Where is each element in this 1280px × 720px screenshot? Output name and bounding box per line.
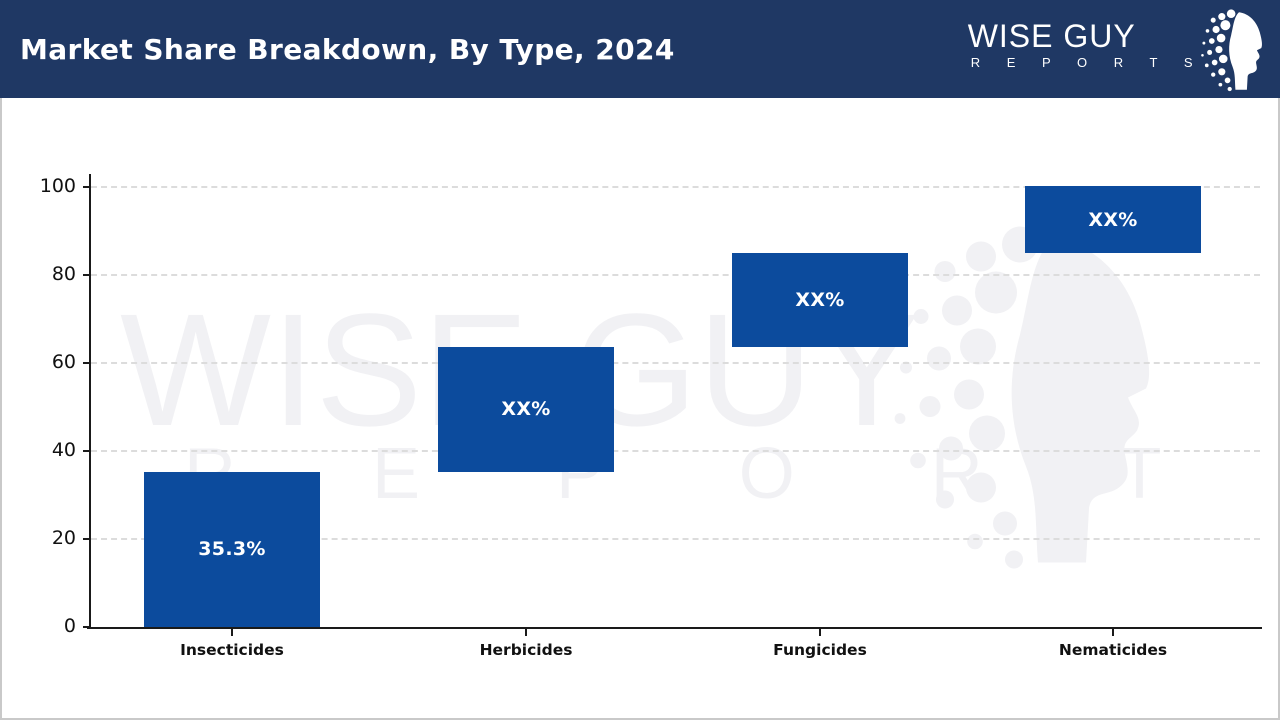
x-axis-line	[87, 627, 1262, 629]
category-label-herbicides: Herbicides	[479, 641, 573, 659]
gridline	[91, 186, 1260, 188]
gridline	[91, 362, 1260, 364]
gridline	[91, 274, 1260, 276]
category-label-nematicides: Nematicides	[1058, 641, 1168, 659]
y-tick-mark	[83, 274, 90, 276]
y-tick-mark	[83, 362, 90, 364]
watermark-head-icon	[894, 226, 1150, 569]
y-axis-line	[89, 174, 91, 629]
y-tick-label: 0	[63, 615, 76, 637]
y-tick-mark	[83, 450, 90, 452]
logo-wordmark: WISE GUY	[967, 18, 1136, 54]
y-tick-mark	[83, 538, 90, 540]
y-tick-label: 100	[39, 175, 76, 197]
x-tick-mark	[819, 629, 821, 636]
header-bar: Market Share Breakdown, By Type, 2024 WI…	[0, 0, 1280, 98]
x-tick-mark	[525, 629, 527, 636]
plot-area: 0 20 40 60 80 100 35.3% Insecticides XX% Herbicid…	[2, 98, 1280, 720]
bar-fungicides: XX%	[732, 253, 908, 348]
logo-text: WISE GUY R E P O R T S	[967, 18, 1204, 70]
gridline	[91, 450, 1260, 452]
category-label-fungicides: Fungicides	[773, 641, 867, 659]
dotted-head-profile-icon	[1201, 9, 1262, 92]
wise-guy-reports-logo: WISE GUY R E P O R T S	[968, 6, 1274, 94]
y-tick-mark	[83, 626, 90, 628]
logo-subtitle: R E P O R T S	[970, 54, 1204, 70]
bar-herbicides: XX%	[438, 347, 614, 472]
x-tick-mark	[231, 629, 233, 636]
y-tick-label: 20	[51, 527, 76, 549]
chart-canvas: WISE GUY R E P O R T S 02040608010035.3%…	[0, 98, 1280, 720]
bar-value-label: 35.3%	[198, 538, 266, 561]
bar-insecticides: 35.3%	[144, 471, 320, 627]
y-tick-label: 60	[51, 351, 76, 373]
y-tick-mark	[83, 186, 90, 188]
bar-value-label: XX%	[501, 398, 551, 421]
gridline	[91, 538, 1260, 540]
y-tick-label: 40	[51, 439, 76, 461]
x-tick-mark	[1112, 629, 1114, 636]
y-tick-label: 80	[51, 263, 76, 285]
page-title: Market Share Breakdown, By Type, 2024	[20, 32, 675, 66]
bar-value-label: XX%	[1088, 208, 1138, 231]
bar-value-label: XX%	[795, 289, 845, 312]
bar-nematicides: XX%	[1025, 186, 1201, 253]
category-label-insecticides: Insecticides	[180, 641, 284, 659]
